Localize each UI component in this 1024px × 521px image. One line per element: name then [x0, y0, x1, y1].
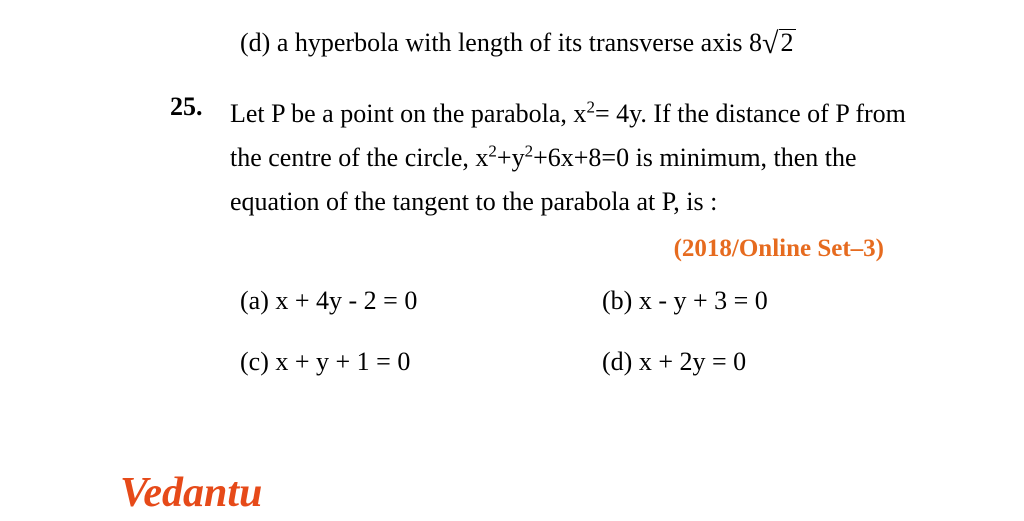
- question-row: 25. Let P be a point on the parabola, x2…: [160, 92, 924, 225]
- question-text: Let P be a point on the parabola, x2= 4y…: [230, 92, 924, 225]
- q-sup3: 2: [525, 142, 534, 161]
- sqrt-expression: √2: [762, 20, 795, 68]
- brand-logo: Vedantu: [120, 469, 262, 517]
- question-number: 25.: [160, 92, 230, 225]
- content-wrapper: (d) a hyperbola with length of its trans…: [40, 20, 984, 381]
- sqrt-symbol: √: [762, 27, 778, 60]
- option-b: (b) x - y + 3 = 0: [602, 281, 924, 320]
- q-line1-a: Let P be a point on the parabola, x: [230, 99, 586, 128]
- option-a: (a) x + 4y - 2 = 0: [240, 281, 562, 320]
- prev-option-text: a hyperbola with length of its transvers…: [270, 28, 749, 57]
- year-set: (2018/Online Set–3): [240, 235, 924, 263]
- sqrt-argument: 2: [779, 29, 796, 56]
- options-grid: (a) x + 4y - 2 = 0 (b) x - y + 3 = 0 (c)…: [240, 281, 924, 381]
- option-d: (d) x + 2y = 0: [602, 342, 924, 381]
- previous-option-d: (d) a hyperbola with length of its trans…: [240, 20, 924, 68]
- prev-option-coeff: 8: [749, 28, 762, 57]
- q-line2-c: +6x+8=0 is minimum,: [533, 143, 767, 172]
- q-line1-b: = 4y. If the distance of: [595, 99, 829, 128]
- prev-option-label: (d): [240, 28, 270, 57]
- q-sup2: 2: [488, 142, 497, 161]
- q-line2-b: +y: [497, 143, 525, 172]
- option-c: (c) x + y + 1 = 0: [240, 342, 562, 381]
- q-sup1: 2: [586, 97, 595, 116]
